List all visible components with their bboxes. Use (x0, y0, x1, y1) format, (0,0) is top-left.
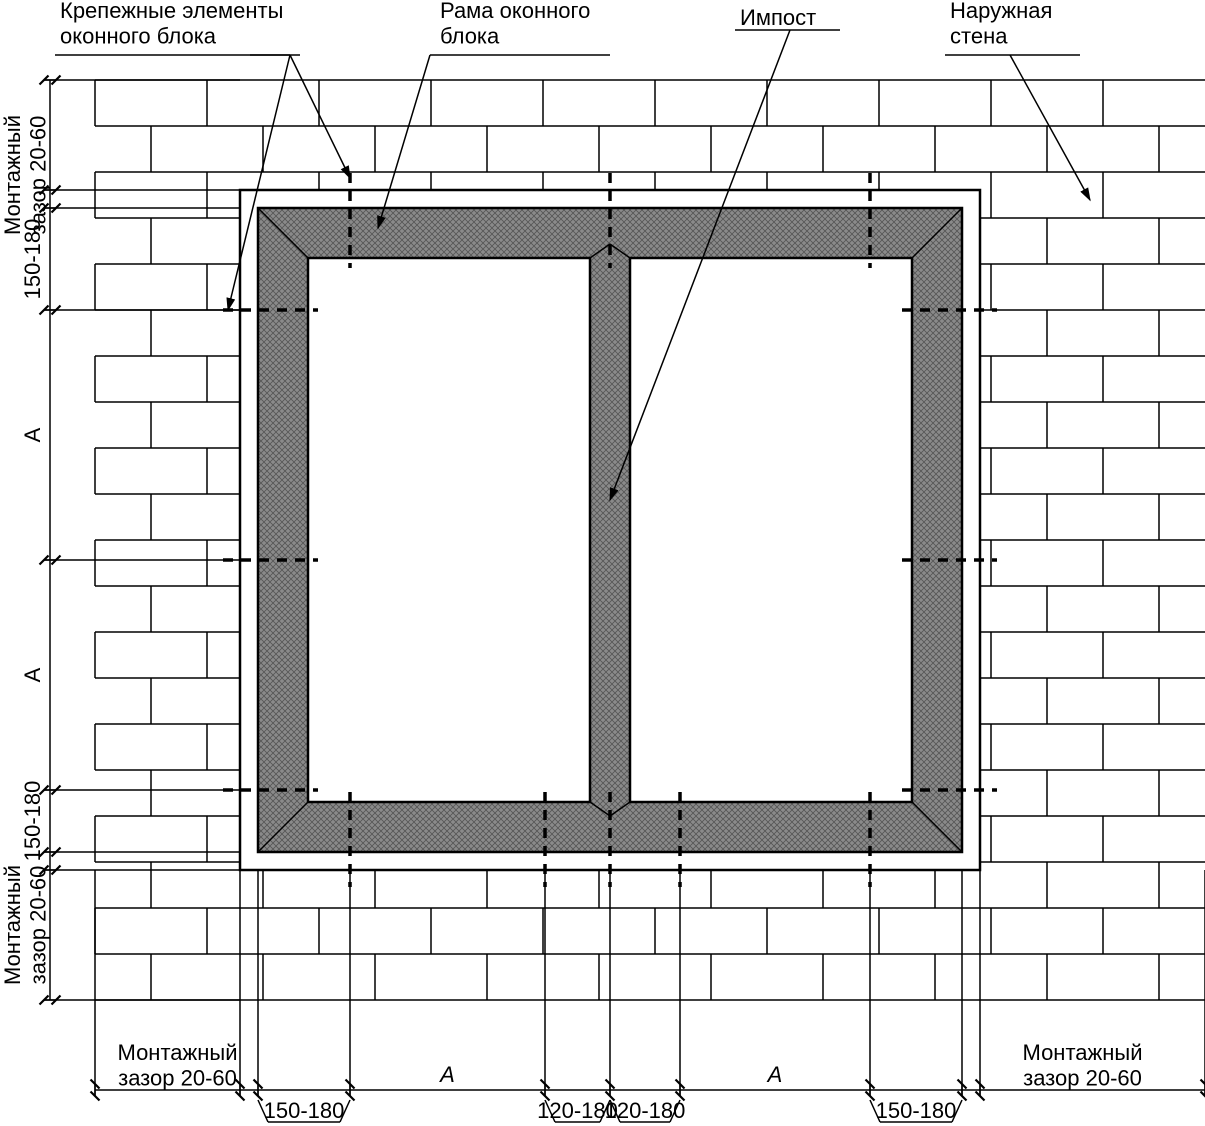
svg-text:Монтажныйзазор 20-60: Монтажныйзазор 20-60 (0, 115, 50, 235)
svg-text:Крепежные элементыоконного бло: Крепежные элементыоконного блока (60, 0, 283, 48)
svg-text:Рама оконногоблока: Рама оконногоблока (440, 0, 590, 48)
svg-text:150-180: 150-180 (20, 781, 45, 862)
svg-text:А: А (766, 1062, 783, 1087)
svg-text:Монтажныйзазор 20-60: Монтажныйзазор 20-60 (1023, 1040, 1143, 1090)
svg-text:А: А (438, 1062, 455, 1087)
svg-text:А: А (20, 427, 45, 442)
svg-text:Импост: Импост (740, 5, 816, 30)
window-installation-diagram: Крепежные элементыоконного блока Рама око… (0, 0, 1205, 1126)
svg-text:Наружнаястена: Наружнаястена (950, 0, 1052, 48)
svg-text:120-180: 120-180 (605, 1098, 686, 1123)
svg-text:Монтажныйзазор 20-60: Монтажныйзазор 20-60 (0, 865, 50, 985)
svg-text:Монтажныйзазор 20-60: Монтажныйзазор 20-60 (118, 1040, 238, 1090)
svg-text:А: А (20, 667, 45, 682)
svg-text:150-180: 150-180 (264, 1098, 345, 1123)
svg-text:150-180: 150-180 (20, 219, 45, 300)
svg-text:150-180: 150-180 (876, 1098, 957, 1123)
